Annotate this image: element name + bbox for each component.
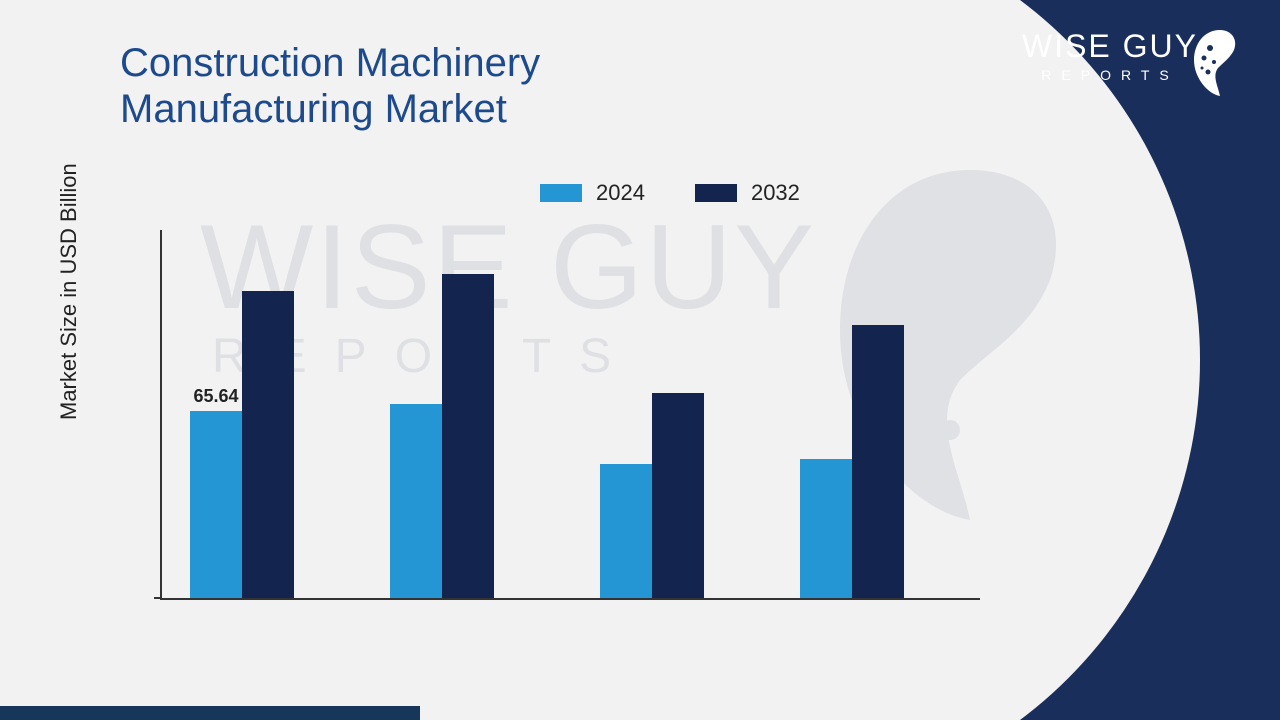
legend-label-2024: 2024 (596, 180, 645, 206)
legend-swatch-2024 (540, 184, 582, 202)
bar-2032 (442, 274, 494, 598)
y-axis-label: Market Size in USD Billion (56, 163, 82, 420)
right-brand-panel (960, 0, 1280, 720)
bar-2032 (652, 393, 704, 598)
legend-label-2032: 2032 (751, 180, 800, 206)
legend-item-2032: 2032 (695, 180, 800, 206)
legend-swatch-2032 (695, 184, 737, 202)
chart-area: Market Size in USD Billion 2024 2032 65.… (60, 180, 980, 700)
stage: WISE GUY REPORTS Construction Machinery … (0, 0, 1280, 720)
legend-item-2024: 2024 (540, 180, 645, 206)
axis-tick (154, 597, 162, 599)
footer-accent-bar (0, 706, 420, 720)
bar-2032 (242, 291, 294, 598)
bar-2024 (390, 404, 442, 598)
bar-2024 (800, 459, 852, 598)
brand-logo: WISE GUY REPORTS (980, 28, 1240, 83)
plot-area: 65.64Earthmoving MachineryMaterial Handl… (160, 230, 980, 600)
legend: 2024 2032 (540, 180, 800, 206)
bar-2024 (190, 411, 242, 598)
bar-2024 (600, 464, 652, 598)
logo-head-icon (1190, 28, 1250, 98)
bar-2032 (852, 325, 904, 598)
chart-title: Construction Machinery Manufacturing Mar… (120, 40, 680, 132)
bar-value-label: 65.64 (176, 386, 256, 407)
